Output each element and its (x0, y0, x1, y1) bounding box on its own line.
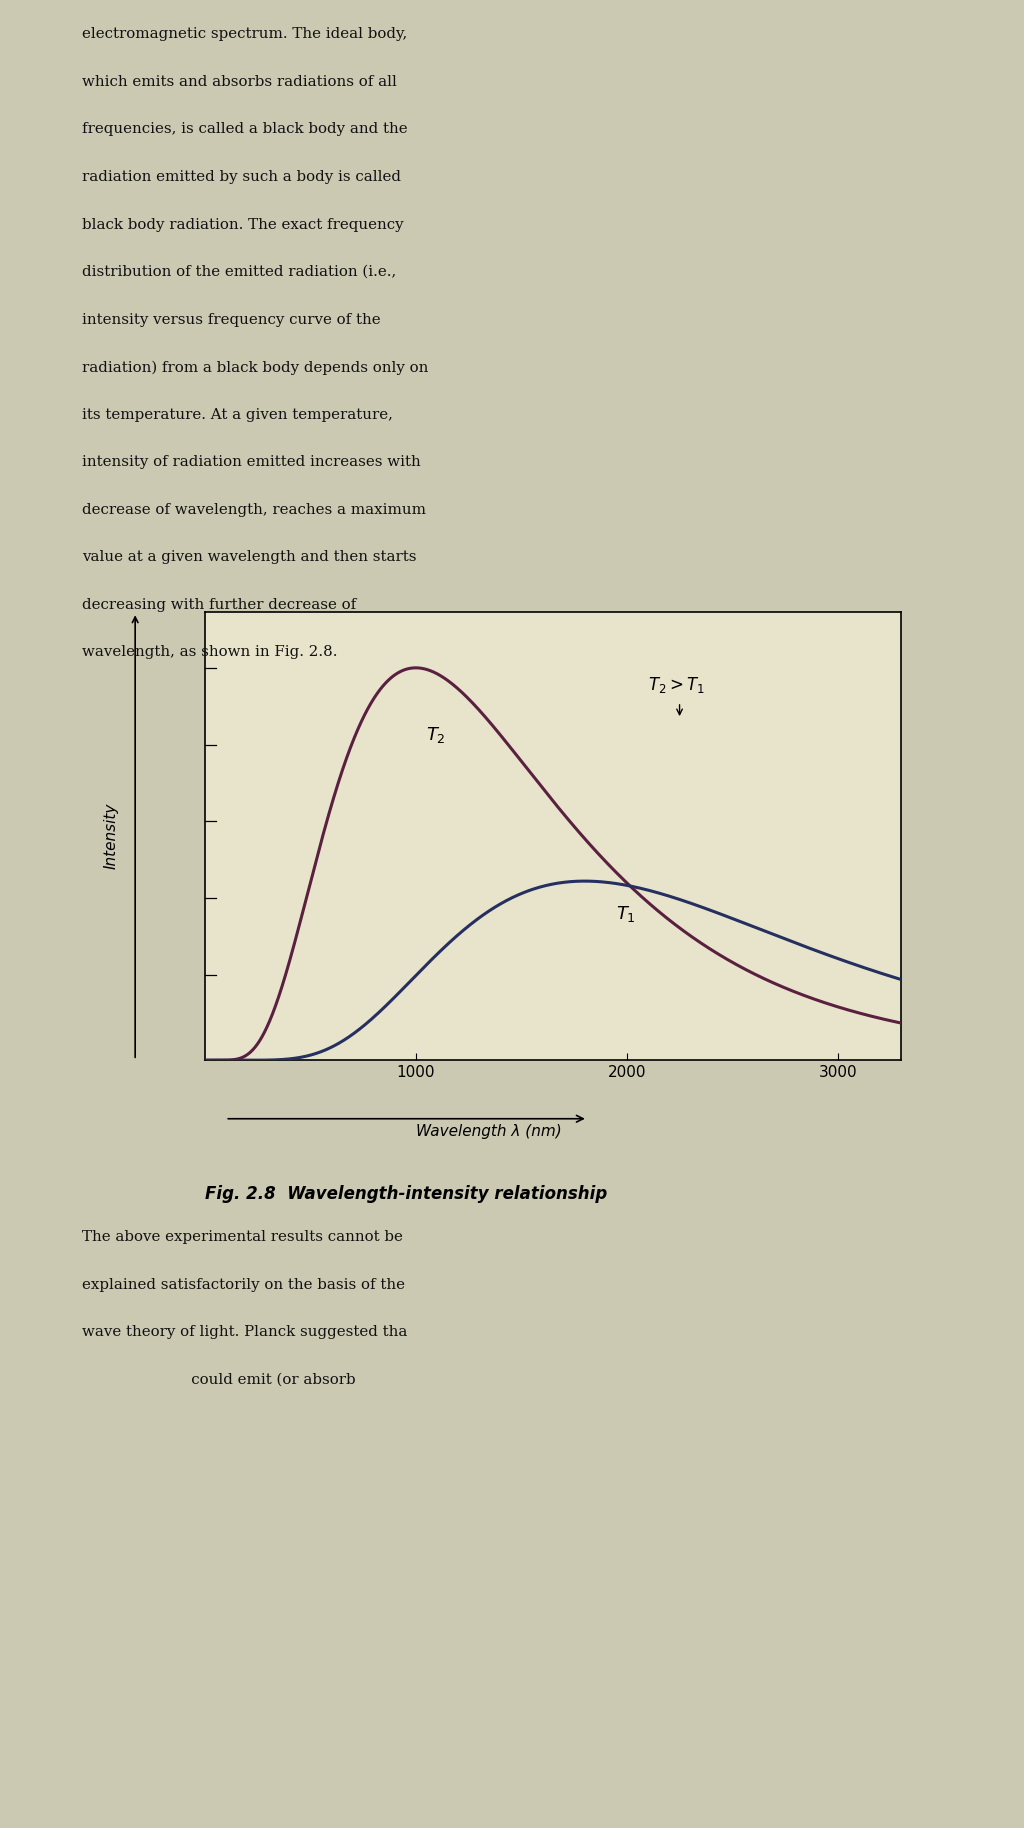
Text: The above experimental results cannot be: The above experimental results cannot be (82, 1230, 402, 1245)
Text: Intensity: Intensity (103, 802, 119, 870)
Text: decreasing with further decrease of: decreasing with further decrease of (82, 598, 356, 612)
Text: radiation) from a black body depends only on: radiation) from a black body depends onl… (82, 360, 428, 375)
Text: Fig. 2.8  Wavelength-intensity relationship: Fig. 2.8 Wavelength-intensity relationsh… (205, 1185, 607, 1203)
Text: $T_2$$>$$T_1$: $T_2$$>$$T_1$ (648, 675, 705, 695)
Text: $T_2$: $T_2$ (426, 724, 446, 744)
Text: Wavelength λ (nm): Wavelength λ (nm) (416, 1124, 561, 1139)
Text: intensity versus frequency curve of the: intensity versus frequency curve of the (82, 313, 381, 327)
Text: wave theory of light. Planck suggested tha: wave theory of light. Planck suggested t… (82, 1325, 408, 1340)
Text: its temperature. At a given temperature,: its temperature. At a given temperature, (82, 408, 393, 422)
Text: decrease of wavelength, reaches a maximum: decrease of wavelength, reaches a maximu… (82, 503, 426, 517)
Text: distribution of the emitted radiation (i.e.,: distribution of the emitted radiation (i… (82, 265, 396, 280)
Text: explained satisfactorily on the basis of the: explained satisfactorily on the basis of… (82, 1278, 404, 1292)
Text: black body radiation. The exact frequency: black body radiation. The exact frequenc… (82, 218, 403, 232)
Text: radiation emitted by such a body is called: radiation emitted by such a body is call… (82, 170, 401, 185)
Text: intensity of radiation emitted increases with: intensity of radiation emitted increases… (82, 455, 421, 470)
Text: electromagnetic spectrum. The ideal body,: electromagnetic spectrum. The ideal body… (82, 27, 408, 42)
Text: could emit (or absorb: could emit (or absorb (82, 1373, 355, 1387)
Text: wavelength, as shown in Fig. 2.8.: wavelength, as shown in Fig. 2.8. (82, 645, 338, 660)
Text: value at a given wavelength and then starts: value at a given wavelength and then sta… (82, 550, 417, 565)
Text: $T_1$: $T_1$ (616, 903, 636, 923)
Text: frequencies, is called a black body and the: frequencies, is called a black body and … (82, 122, 408, 137)
Text: which emits and absorbs radiations of all: which emits and absorbs radiations of al… (82, 75, 396, 90)
